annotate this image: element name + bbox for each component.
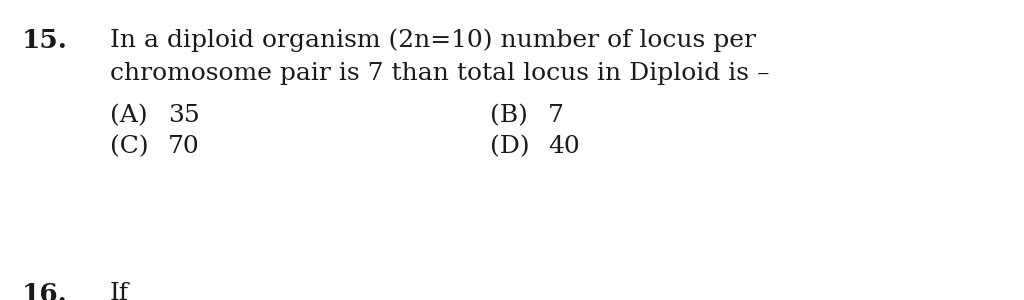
Text: If: If [110,282,129,300]
Text: 7: 7 [548,104,564,127]
Text: (C): (C) [110,135,148,158]
Text: 40: 40 [548,135,580,158]
Text: (B): (B) [490,104,528,127]
Text: 15.: 15. [22,28,68,53]
Text: 35: 35 [168,104,200,127]
Text: chromosome pair is 7 than total locus in Diploid is –: chromosome pair is 7 than total locus in… [110,62,769,85]
Text: In a diploid organism (2n=10) number of locus per: In a diploid organism (2n=10) number of … [110,28,756,52]
Text: (A): (A) [110,104,147,127]
Text: (D): (D) [490,135,529,158]
Text: 70: 70 [168,135,200,158]
Text: 16.: 16. [22,282,68,300]
